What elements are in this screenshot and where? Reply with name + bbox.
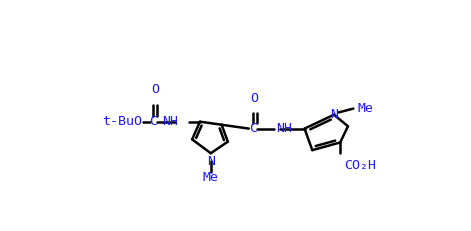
- Text: NH: NH: [276, 122, 292, 135]
- Text: CO₂H: CO₂H: [344, 159, 376, 172]
- Text: N: N: [207, 155, 215, 168]
- Text: NH: NH: [162, 115, 178, 128]
- Text: O: O: [250, 92, 258, 105]
- Text: N: N: [330, 108, 338, 121]
- Text: Me: Me: [357, 102, 373, 115]
- Text: t-BuO: t-BuO: [103, 115, 143, 128]
- Text: O: O: [151, 83, 159, 96]
- Text: C: C: [249, 122, 257, 135]
- Text: C: C: [149, 115, 157, 128]
- Text: Me: Me: [203, 171, 219, 184]
